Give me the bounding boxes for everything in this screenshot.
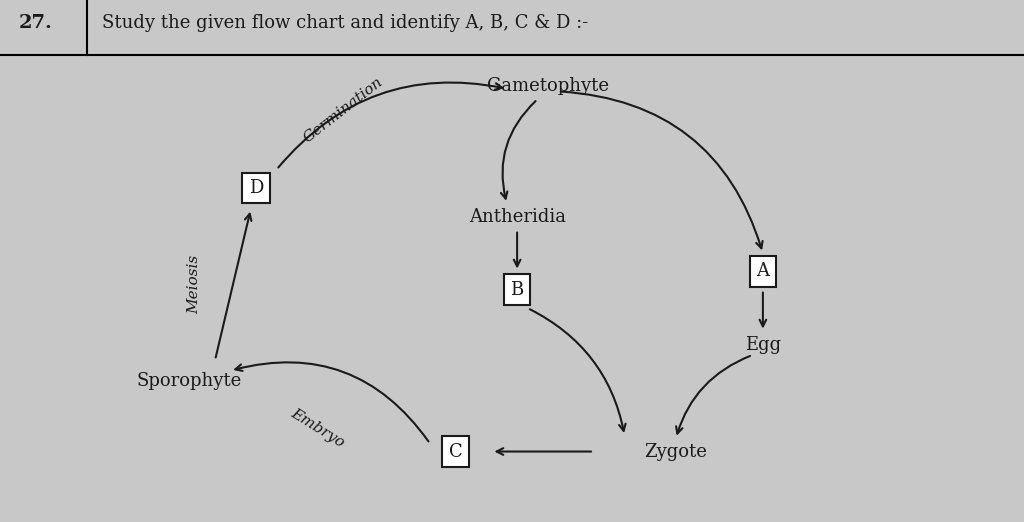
Text: Zygote: Zygote xyxy=(644,443,708,460)
Text: C: C xyxy=(449,443,463,460)
Text: B: B xyxy=(511,281,523,299)
Text: Antheridia: Antheridia xyxy=(469,208,565,226)
Text: Germination: Germination xyxy=(301,74,385,145)
Text: Gametophyte: Gametophyte xyxy=(486,77,609,95)
Text: Meiosis: Meiosis xyxy=(187,255,202,314)
Text: A: A xyxy=(757,263,769,280)
Text: D: D xyxy=(249,179,263,197)
Text: Study the given flow chart and identify A, B, C & D :-: Study the given flow chart and identify … xyxy=(102,15,589,32)
Text: Egg: Egg xyxy=(744,336,781,353)
Text: Sporophyte: Sporophyte xyxy=(137,372,242,390)
Text: Embryo: Embryo xyxy=(288,406,347,450)
Text: 27.: 27. xyxy=(18,15,52,32)
